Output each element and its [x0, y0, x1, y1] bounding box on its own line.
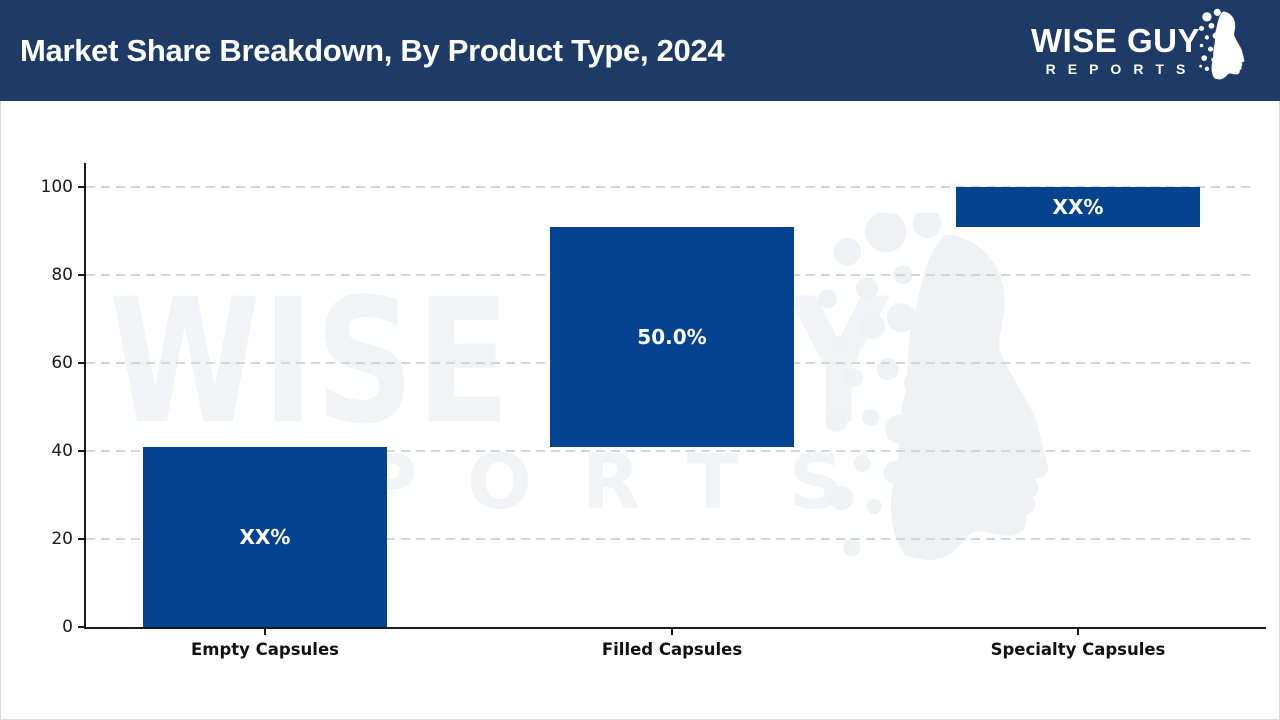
gridline-40 [86, 450, 1254, 452]
y-tick-label-60: 60 [51, 353, 73, 373]
y-tick-label-20: 20 [51, 529, 73, 549]
category-label-2: Filled Capsules [601, 640, 743, 659]
y-axis [84, 163, 86, 629]
chart-area: WISE GUY REPORTS [0, 101, 1280, 720]
y-tick-label-40: 40 [51, 441, 73, 461]
y-tick-100 [78, 186, 84, 188]
x-tick-2 [671, 629, 673, 635]
bar-value-label: 50.0% [637, 324, 707, 349]
y-tick-80 [78, 274, 84, 276]
bar-specialty-capsules: XX% [956, 187, 1200, 227]
y-tick-label-80: 80 [51, 265, 73, 285]
bar-value-label: XX% [239, 524, 291, 549]
chart-title: Market Share Breakdown, By Product Type,… [20, 32, 725, 68]
bar-empty-capsules: XX% [143, 446, 387, 627]
y-tick-0 [78, 626, 84, 628]
logo-wordmark-line2: REPORTS [1045, 61, 1198, 77]
y-tick-20 [78, 538, 84, 540]
logo-wordmark: WISE GUY REPORTS [1030, 22, 1200, 78]
category-label-1: Empty Capsules [191, 640, 339, 659]
y-tick-60 [78, 362, 84, 364]
y-tick-label-100: 100 [40, 177, 73, 197]
y-tick-40 [78, 450, 84, 452]
x-axis [84, 627, 1266, 629]
gridline-100 [86, 186, 1254, 188]
bar-value-label: XX% [1052, 194, 1104, 219]
x-tick-1 [264, 629, 266, 635]
category-label-3: Specialty Capsules [990, 640, 1166, 659]
logo-wordmark-line1: WISE GUY [1030, 22, 1200, 59]
y-tick-label-0: 0 [62, 617, 73, 637]
gridline-20 [86, 538, 1254, 540]
x-tick-3 [1077, 629, 1079, 635]
header-bar: Market Share Breakdown, By Product Type,… [0, 0, 1280, 101]
logo-head-icon [1199, 8, 1245, 80]
bar-filled-capsules: 50.0% [550, 226, 794, 447]
wise-guy-logo: WISE GUY REPORTS [1030, 0, 1272, 101]
